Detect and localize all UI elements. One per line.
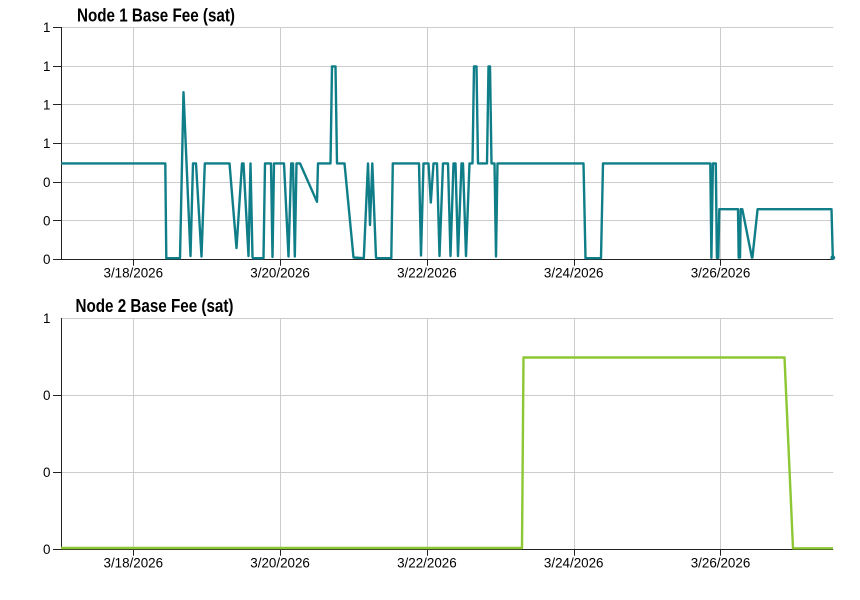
svg-text:3/24/2026: 3/24/2026	[544, 555, 604, 570]
svg-text:1: 1	[43, 20, 50, 35]
svg-text:3/18/2026: 3/18/2026	[104, 266, 164, 281]
svg-text:3/26/2026: 3/26/2026	[691, 555, 751, 570]
svg-text:3/20/2026: 3/20/2026	[250, 555, 310, 570]
svg-text:0: 0	[43, 213, 50, 228]
svg-text:0: 0	[43, 252, 50, 267]
svg-text:Node 1 Base Fee (sat): Node 1 Base Fee (sat)	[77, 4, 235, 25]
svg-text:0: 0	[43, 542, 50, 557]
svg-text:1: 1	[43, 97, 50, 112]
svg-text:3/20/2026: 3/20/2026	[250, 266, 310, 281]
svg-text:1: 1	[43, 59, 50, 74]
svg-text:0: 0	[43, 175, 50, 190]
svg-text:Node 2 Base Fee (sat): Node 2 Base Fee (sat)	[76, 295, 234, 316]
svg-text:3/22/2026: 3/22/2026	[397, 266, 457, 281]
svg-text:3/18/2026: 3/18/2026	[104, 555, 164, 570]
svg-text:3/22/2026: 3/22/2026	[397, 555, 457, 570]
svg-text:3/24/2026: 3/24/2026	[544, 266, 604, 281]
svg-text:1: 1	[43, 311, 50, 326]
svg-text:0: 0	[43, 388, 50, 403]
svg-text:3/26/2026: 3/26/2026	[691, 266, 751, 281]
svg-text:1: 1	[43, 136, 50, 151]
svg-text:0: 0	[43, 465, 50, 480]
